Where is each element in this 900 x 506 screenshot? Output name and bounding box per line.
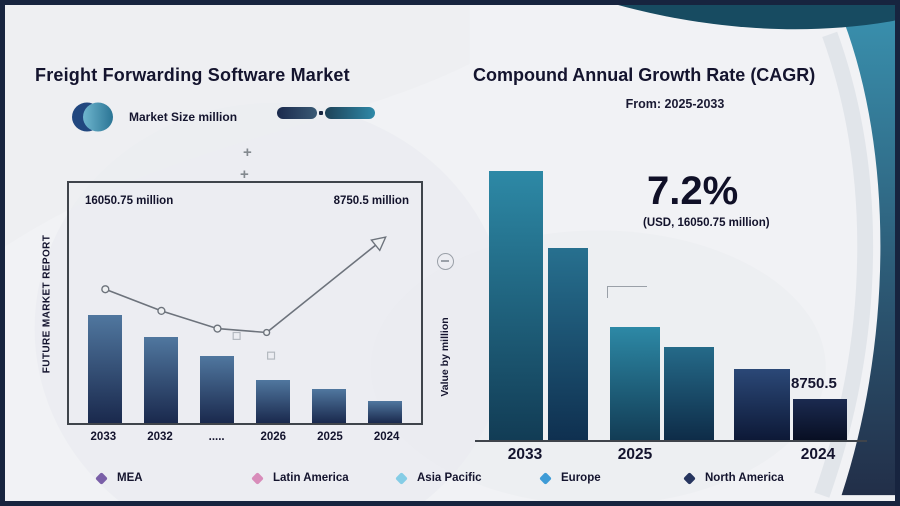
region-legend: MEA Latin America Asia Pacific Europe North … xyxy=(5,469,895,495)
swoosh-top-left xyxy=(5,5,470,247)
market-size-bar xyxy=(88,315,122,423)
cagr-bar-2033-2 xyxy=(548,247,588,440)
cagr-chart xyxy=(475,165,867,442)
circle-decoration xyxy=(437,253,454,270)
right-x-axis-label: 2025 xyxy=(617,446,653,463)
x-axis-label: 2025 xyxy=(317,431,343,443)
market-size-legend: Market Size million xyxy=(67,97,237,137)
pill-decoration-teal xyxy=(325,107,375,119)
max-value-label: 16050.75 million xyxy=(85,195,174,207)
market-size-bar xyxy=(200,355,234,423)
market-size-bar xyxy=(312,389,346,423)
legend-diamond xyxy=(683,471,696,485)
pill-divider-dot xyxy=(319,111,323,115)
right-x-axis-label: 2024 xyxy=(800,446,836,463)
x-axis-label: 2032 xyxy=(147,431,173,443)
right-title: Compound Annual Growth Rate (CAGR) xyxy=(473,65,816,85)
min-value-label: 8750.5 million xyxy=(333,195,409,207)
legend-diamond xyxy=(395,471,408,485)
market-size-bar xyxy=(256,379,290,423)
pill-decoration-navy xyxy=(277,107,317,119)
x-axis-label: ..... xyxy=(208,431,225,443)
x-axis-label: 2024 xyxy=(373,431,400,443)
legend-item-north-america: North America xyxy=(683,471,784,485)
legend-item-mea: MEA xyxy=(95,471,143,485)
legend-item-asia-pacific: Asia Pacific xyxy=(395,471,482,485)
cagr-bar-2024-2 xyxy=(793,398,847,440)
left-y-axis-label: FUTURE MARKET REPORT xyxy=(41,234,53,374)
right-x-axis-label: 2033 xyxy=(507,446,543,463)
market-size-label: Market Size million xyxy=(129,110,238,124)
x-axis-label: 2026 xyxy=(260,431,287,443)
legend-diamond xyxy=(539,471,552,485)
value-annotation: 8750.5 xyxy=(791,375,837,392)
plus-decoration-2: + xyxy=(240,166,249,183)
right-teal-band xyxy=(841,20,895,496)
market-size-bar xyxy=(368,401,402,423)
cagr-bar-2033-1 xyxy=(489,170,543,440)
cagr-bar-2024-1 xyxy=(734,368,790,440)
step-decoration xyxy=(607,286,647,298)
cagr-bar-2025-2 xyxy=(664,346,714,440)
legend-item-europe: Europe xyxy=(539,471,601,485)
right-subtitle: From: 2025-2033 xyxy=(625,97,725,111)
top-right-sliver xyxy=(618,5,895,30)
market-size-bars xyxy=(69,183,421,423)
market-size-icon xyxy=(72,102,113,132)
right-y-axis-label: Value by million xyxy=(439,317,451,397)
trend-arrow xyxy=(101,236,387,360)
legend-label: Asia Pacific xyxy=(417,472,482,484)
cagr-basis: (USD, 16050.75 million) xyxy=(643,217,770,229)
market-size-chart: 16050.75 million 8750.5 million xyxy=(67,181,423,425)
legend-diamond xyxy=(95,471,108,485)
left-title: Freight Forwarding Software Market xyxy=(35,65,350,85)
legend-label: Latin America xyxy=(273,472,349,484)
x-axis-label: 2033 xyxy=(90,431,117,443)
legend-item-latin-america: Latin America xyxy=(251,471,349,485)
cagr-value: 7.2% xyxy=(647,169,739,213)
legend-diamond xyxy=(251,471,264,485)
left-x-axis-labels: 2033 2032..... 2026 2025 2024 xyxy=(67,431,423,443)
plus-decoration-1: + xyxy=(243,144,252,161)
legend-label: MEA xyxy=(117,472,143,484)
cagr-bar-2025-1 xyxy=(610,327,660,440)
legend-label: North America xyxy=(705,472,784,484)
legend-label: Europe xyxy=(561,472,601,484)
market-size-bar xyxy=(144,336,178,423)
